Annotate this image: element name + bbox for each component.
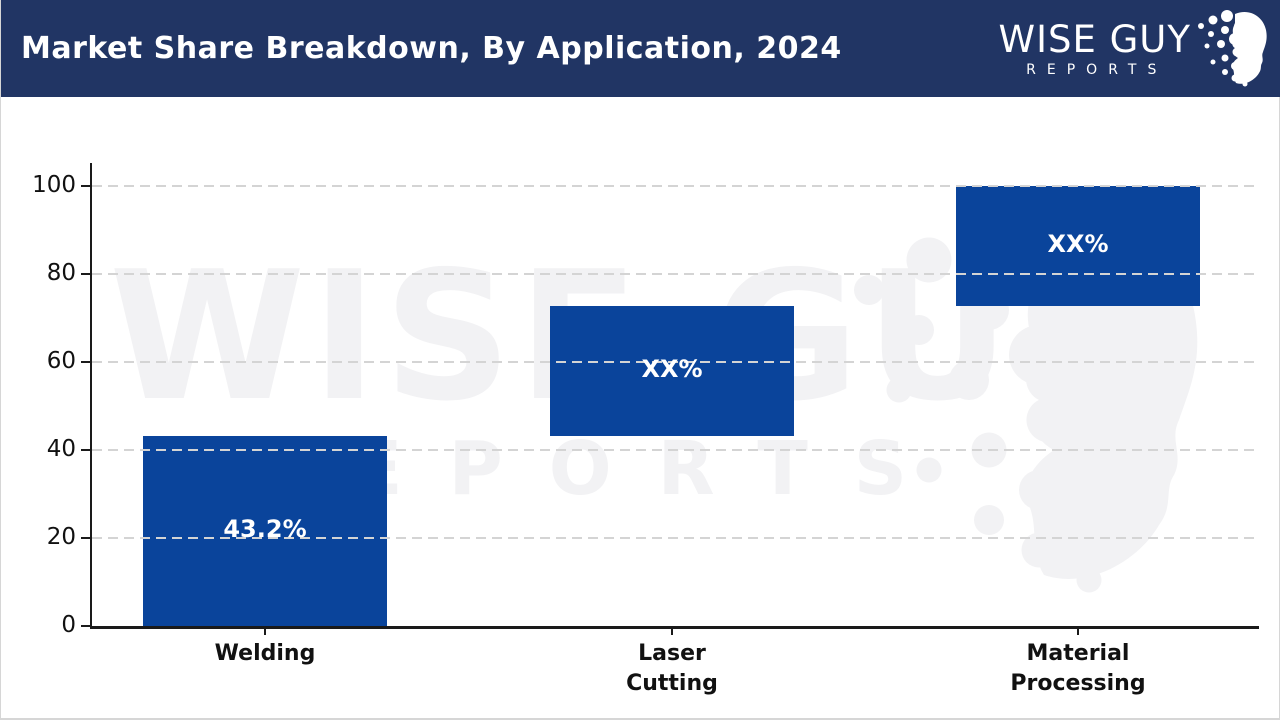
waterfall-chart: 0 20 40 60 80 100 43.2% Welding XX% Laser Cutting… <box>1 97 1280 720</box>
y-tick-mark <box>81 273 90 275</box>
bar-laser-cutting <box>550 306 794 436</box>
x-tick-mark <box>264 628 266 635</box>
logo-head-icon <box>1198 10 1267 87</box>
x-axis-line <box>90 626 1259 629</box>
y-tick-mark <box>81 361 90 363</box>
bar-value-label: 43.2% <box>223 514 307 543</box>
y-tick-mark <box>81 625 90 627</box>
gridline <box>92 185 1259 187</box>
y-tick-label: 100 <box>32 172 76 198</box>
page-title: Market Share Breakdown, By Application, … <box>21 31 842 66</box>
y-tick-label: 20 <box>46 524 76 550</box>
gridline <box>92 273 1259 275</box>
bar-value-label: XX% <box>1047 230 1109 259</box>
x-category-label: Welding <box>214 641 316 666</box>
x-tick-mark <box>1077 628 1079 635</box>
x-category-label: Material Processing <box>1010 641 1146 696</box>
x-category-label: Laser Cutting <box>626 641 718 696</box>
bar-value-label: XX% <box>641 355 703 384</box>
y-tick-label: 60 <box>46 348 76 374</box>
logo-wordmark: WISE GUY <box>998 18 1191 61</box>
gridline <box>92 361 1259 363</box>
y-tick-label: 40 <box>46 436 76 462</box>
bar-material-processing <box>956 186 1200 307</box>
logo-text: WISE GUY REPORTS <box>998 18 1191 79</box>
y-tick-label: 0 <box>61 612 76 638</box>
y-tick-label: 80 <box>46 260 76 286</box>
bar-welding <box>143 435 387 626</box>
gridline <box>92 537 1259 539</box>
y-tick-mark <box>81 537 90 539</box>
y-axis-line <box>90 163 92 628</box>
brand-logo: WISE GUY REPORTS <box>999 6 1269 92</box>
header-bar: Market Share Breakdown, By Application, … <box>1 0 1280 97</box>
gridline <box>92 449 1259 451</box>
y-tick-mark <box>81 449 90 451</box>
x-tick-mark <box>671 628 673 635</box>
y-tick-mark <box>81 185 90 187</box>
logo-subtext: REPORTS <box>1026 62 1168 78</box>
